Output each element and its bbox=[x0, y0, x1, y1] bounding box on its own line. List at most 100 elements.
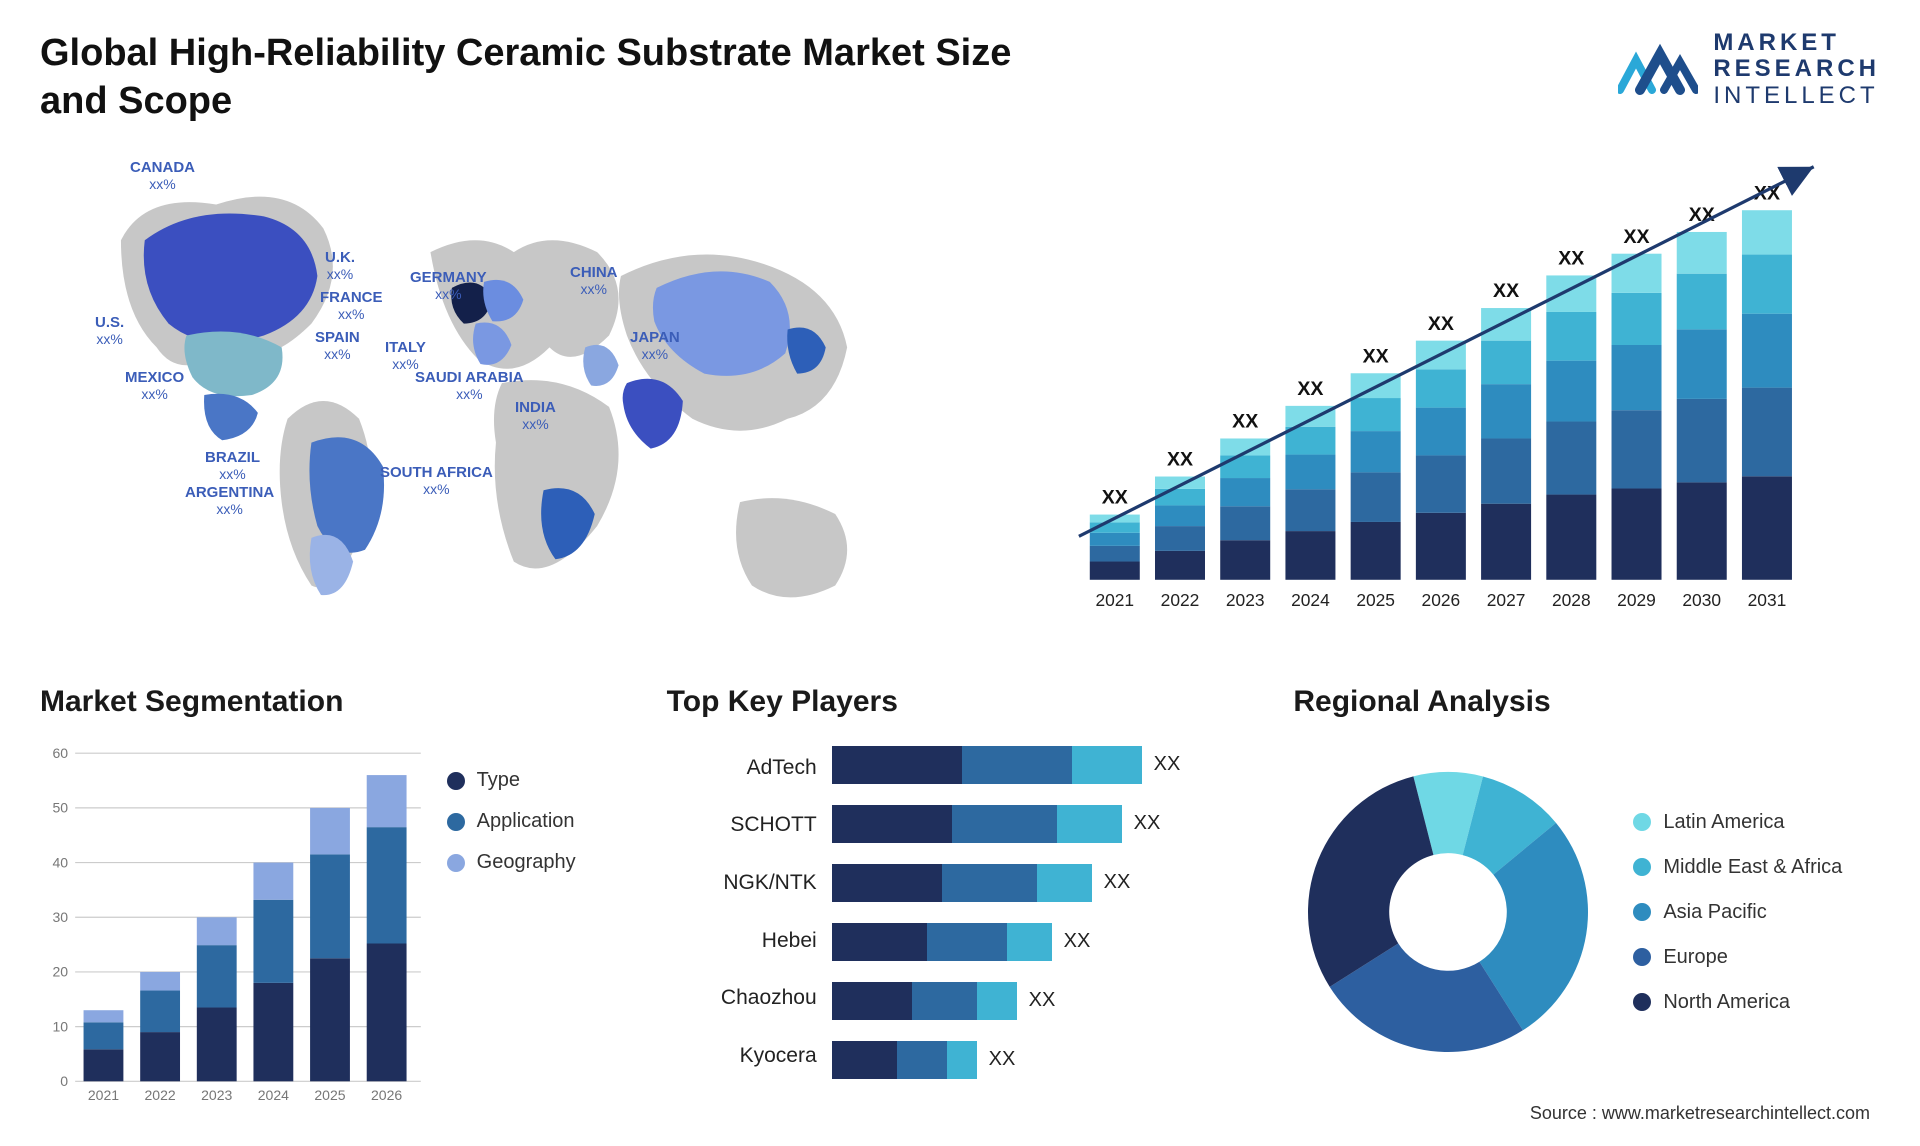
player-name: SCHOTT bbox=[667, 813, 817, 837]
main-bar-segment bbox=[1677, 232, 1727, 274]
logo-mark-icon bbox=[1618, 40, 1698, 100]
main-bar-segment bbox=[1220, 455, 1270, 478]
main-bar-segment bbox=[1742, 210, 1792, 254]
main-bar-segment bbox=[1742, 388, 1792, 477]
main-bar-segment bbox=[1416, 455, 1466, 512]
main-bar-segment bbox=[1546, 422, 1596, 495]
map-label: MEXICOxx% bbox=[125, 370, 184, 402]
seg-bar-segment bbox=[140, 972, 180, 991]
bottom-row: Market Segmentation 01020304050602021202… bbox=[40, 685, 1880, 1085]
main-bar-year: 2030 bbox=[1682, 590, 1721, 610]
main-bar-segment bbox=[1351, 431, 1401, 472]
player-name: Hebei bbox=[667, 929, 817, 953]
player-bar-segment bbox=[832, 923, 927, 961]
main-bar-segment bbox=[1546, 312, 1596, 361]
main-bar-year: 2024 bbox=[1291, 590, 1330, 610]
svg-text:0: 0 bbox=[60, 1073, 68, 1089]
segmentation-legend-item: Type bbox=[447, 769, 627, 792]
player-bar-segment bbox=[1072, 746, 1142, 784]
seg-bar-segment bbox=[367, 944, 407, 1082]
seg-bar-segment bbox=[84, 1022, 124, 1049]
map-label: U.K.xx% bbox=[325, 250, 355, 282]
main-bar-segment bbox=[1155, 505, 1205, 526]
main-bar-segment bbox=[1351, 522, 1401, 580]
main-bar-segment bbox=[1416, 369, 1466, 407]
main-bar-segment bbox=[1546, 361, 1596, 422]
player-value: XX bbox=[1104, 871, 1131, 894]
map-label: ITALYxx% bbox=[385, 340, 426, 372]
svg-text:2025: 2025 bbox=[314, 1087, 345, 1103]
main-bar-value: XX bbox=[1558, 248, 1584, 270]
main-bar-segment bbox=[1285, 427, 1335, 455]
svg-text:40: 40 bbox=[52, 854, 68, 870]
svg-text:50: 50 bbox=[52, 800, 68, 816]
seg-bar-segment bbox=[197, 945, 237, 1007]
main-bar-segment bbox=[1546, 495, 1596, 580]
regional-legend-item: Europe bbox=[1633, 946, 1842, 969]
main-bar-value: XX bbox=[1428, 313, 1454, 335]
seg-bar-segment bbox=[310, 854, 350, 958]
player-bar-row: XX bbox=[832, 923, 1254, 961]
main-bar-segment bbox=[1155, 551, 1205, 580]
regional-donut-chart bbox=[1293, 757, 1603, 1067]
main-bar-segment bbox=[1220, 478, 1270, 506]
main-bar-segment bbox=[1155, 489, 1205, 506]
main-bar-value: XX bbox=[1493, 280, 1519, 302]
segmentation-legend: TypeApplicationGeography bbox=[447, 739, 627, 1119]
map-label: ARGENTINAxx% bbox=[185, 485, 274, 517]
main-bar-value: XX bbox=[1297, 378, 1323, 400]
seg-bar-segment bbox=[84, 1010, 124, 1022]
main-bar-value: XX bbox=[1232, 411, 1258, 433]
main-bar-segment bbox=[1677, 482, 1727, 579]
main-bar-segment bbox=[1677, 274, 1727, 330]
svg-text:2026: 2026 bbox=[371, 1087, 402, 1103]
seg-bar-segment bbox=[140, 991, 180, 1033]
main-bar-segment bbox=[1220, 506, 1270, 540]
main-bar-segment bbox=[1416, 513, 1466, 580]
map-label: BRAZILxx% bbox=[205, 450, 260, 482]
map-label: INDIAxx% bbox=[515, 400, 556, 432]
player-bar-segment bbox=[832, 982, 912, 1020]
seg-bar-segment bbox=[140, 1032, 180, 1081]
main-bar-segment bbox=[1742, 476, 1792, 579]
main-bar-year: 2021 bbox=[1095, 590, 1134, 610]
player-bar bbox=[832, 805, 1122, 843]
player-value: XX bbox=[1064, 930, 1091, 953]
regional-legend-item: Asia Pacific bbox=[1633, 901, 1842, 924]
player-bar-segment bbox=[1037, 864, 1092, 902]
seg-bar-segment bbox=[367, 827, 407, 943]
player-bar-segment bbox=[832, 805, 952, 843]
map-label: JAPANxx% bbox=[630, 330, 680, 362]
seg-bar-segment bbox=[367, 775, 407, 827]
main-bar-segment bbox=[1481, 384, 1531, 438]
main-bar-segment bbox=[1742, 255, 1792, 314]
page-title: Global High-Reliability Ceramic Substrat… bbox=[40, 30, 1040, 125]
main-bar-segment bbox=[1090, 562, 1140, 580]
regional-panel: Regional Analysis Latin AmericaMiddle Ea… bbox=[1293, 685, 1880, 1085]
player-name: AdTech bbox=[667, 756, 817, 780]
main-bar-segment bbox=[1155, 526, 1205, 551]
legend-dot-icon bbox=[447, 813, 465, 831]
player-value: XX bbox=[1134, 812, 1161, 835]
main-bar-segment bbox=[1090, 533, 1140, 546]
main-bar-segment bbox=[1612, 293, 1662, 345]
seg-bar-segment bbox=[84, 1049, 124, 1081]
main-bar-segment bbox=[1481, 341, 1531, 384]
player-name: Chaozhou bbox=[667, 986, 817, 1010]
main-bar-segment bbox=[1742, 314, 1792, 388]
main-bar-segment bbox=[1351, 398, 1401, 431]
map-label: GERMANYxx% bbox=[410, 270, 487, 302]
world-map-panel: CANADAxx%U.S.xx%MEXICOxx%BRAZILxx%ARGENT… bbox=[40, 145, 940, 645]
main-bar-segment bbox=[1416, 408, 1466, 456]
main-bar-segment bbox=[1677, 399, 1727, 482]
map-label: CHINAxx% bbox=[570, 265, 618, 297]
main-bar-segment bbox=[1612, 345, 1662, 410]
player-bar bbox=[832, 923, 1052, 961]
donut-slice bbox=[1308, 776, 1433, 987]
seg-bar-segment bbox=[253, 900, 293, 983]
player-bar-segment bbox=[1057, 805, 1122, 843]
brand-logo: MARKET RESEARCH INTELLECT bbox=[1618, 30, 1880, 109]
main-bar-segment bbox=[1220, 540, 1270, 580]
top-row: CANADAxx%U.S.xx%MEXICOxx%BRAZILxx%ARGENT… bbox=[40, 145, 1880, 645]
main-bar-segment bbox=[1481, 438, 1531, 503]
